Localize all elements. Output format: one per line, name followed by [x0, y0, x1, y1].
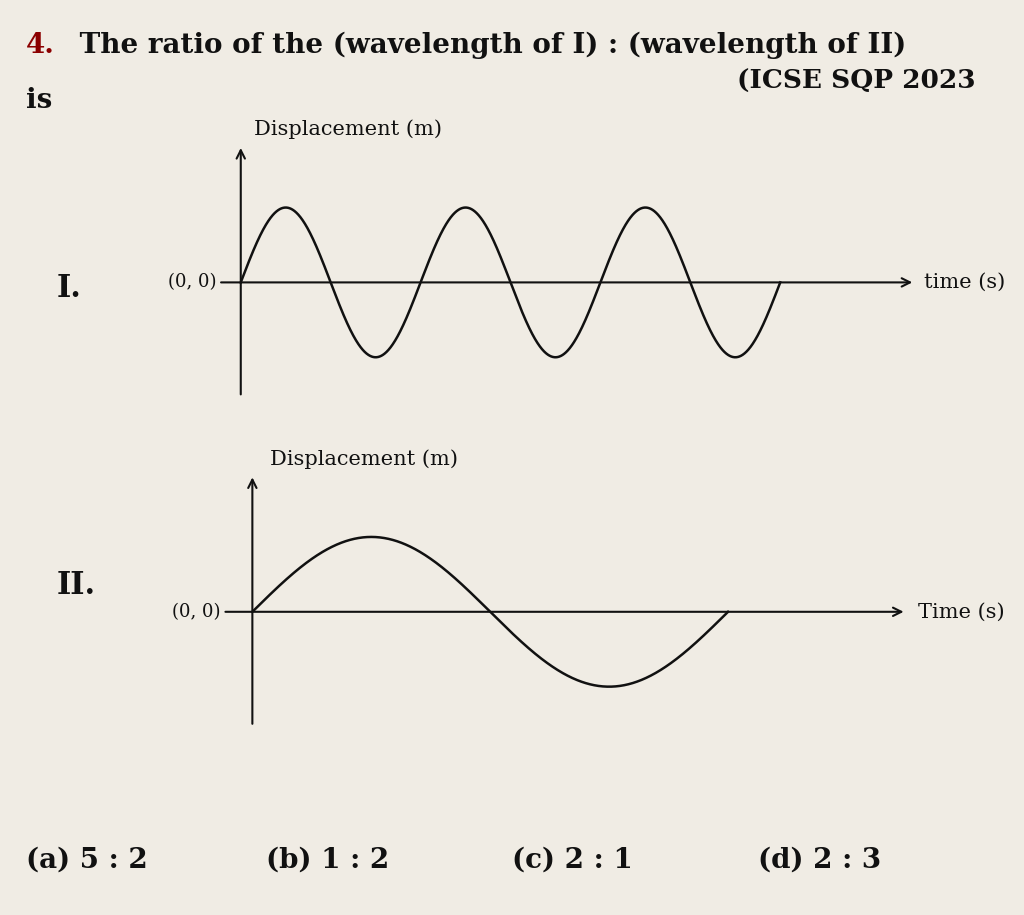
Text: (b) 1 : 2: (b) 1 : 2: [266, 846, 389, 874]
Text: Displacement (m): Displacement (m): [270, 449, 458, 468]
Text: is: is: [26, 87, 52, 114]
Text: 4.: 4.: [26, 32, 54, 59]
Text: II.: II.: [56, 570, 95, 601]
Text: I.: I.: [56, 273, 81, 304]
Text: time (s): time (s): [924, 273, 1006, 292]
Text: (d) 2 : 3: (d) 2 : 3: [758, 846, 881, 874]
Text: (ICSE SQP 2023: (ICSE SQP 2023: [737, 69, 976, 93]
Text: (a) 5 : 2: (a) 5 : 2: [26, 846, 147, 874]
Text: The ratio of the (wavelength of I) : (wavelength of II): The ratio of the (wavelength of I) : (wa…: [70, 32, 906, 59]
Text: Time (s): Time (s): [919, 602, 1005, 621]
Text: (0, 0): (0, 0): [168, 274, 216, 291]
Text: (c) 2 : 1: (c) 2 : 1: [512, 846, 633, 874]
Text: Displacement (m): Displacement (m): [254, 120, 442, 139]
Text: (0, 0): (0, 0): [172, 603, 220, 620]
